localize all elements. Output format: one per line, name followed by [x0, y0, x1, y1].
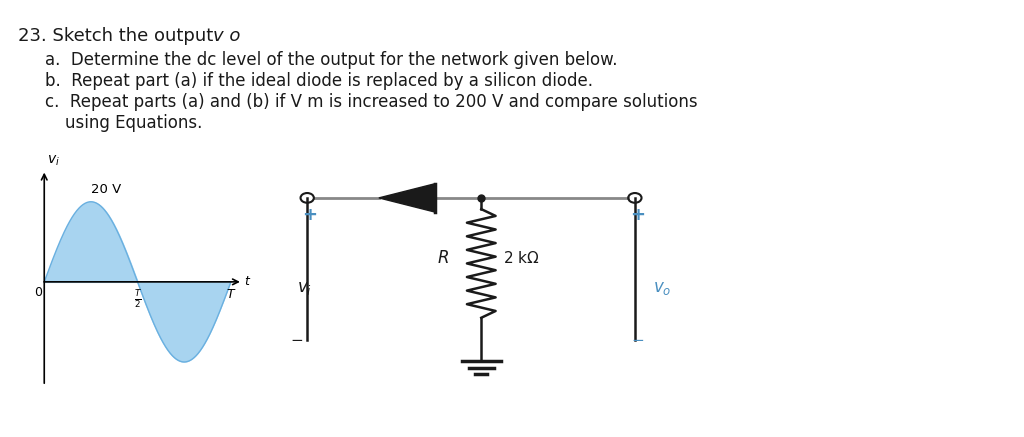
Text: −: −: [291, 333, 303, 348]
Text: $T$: $T$: [225, 288, 237, 301]
Text: +: +: [630, 206, 645, 224]
Polygon shape: [379, 184, 435, 212]
Text: $t$: $t$: [245, 275, 252, 288]
Text: c.  Repeat parts (a) and (b) if V m is increased to 200 V and compare solutions: c. Repeat parts (a) and (b) if V m is in…: [45, 93, 697, 111]
Text: 23. Sketch the output: 23. Sketch the output: [18, 27, 219, 45]
Text: 0: 0: [34, 286, 42, 299]
Text: $R$: $R$: [437, 249, 449, 267]
Text: b.  Repeat part (a) if the ideal diode is replaced by a silicon diode.: b. Repeat part (a) if the ideal diode is…: [45, 72, 593, 90]
Text: $v_o$: $v_o$: [653, 279, 671, 297]
Text: a.  Determine the dc level of the output for the network given below.: a. Determine the dc level of the output …: [45, 51, 617, 69]
Text: $v_i$: $v_i$: [47, 154, 59, 168]
Text: 2 k$\Omega$: 2 k$\Omega$: [503, 250, 540, 266]
Text: using Equations.: using Equations.: [65, 114, 203, 132]
Text: +: +: [302, 206, 317, 224]
Text: v o: v o: [213, 27, 241, 45]
Text: −: −: [631, 333, 644, 348]
Text: $\frac{T}{2}$: $\frac{T}{2}$: [133, 288, 141, 310]
Text: $v_i$: $v_i$: [297, 279, 312, 297]
Text: 20 V: 20 V: [91, 183, 121, 196]
